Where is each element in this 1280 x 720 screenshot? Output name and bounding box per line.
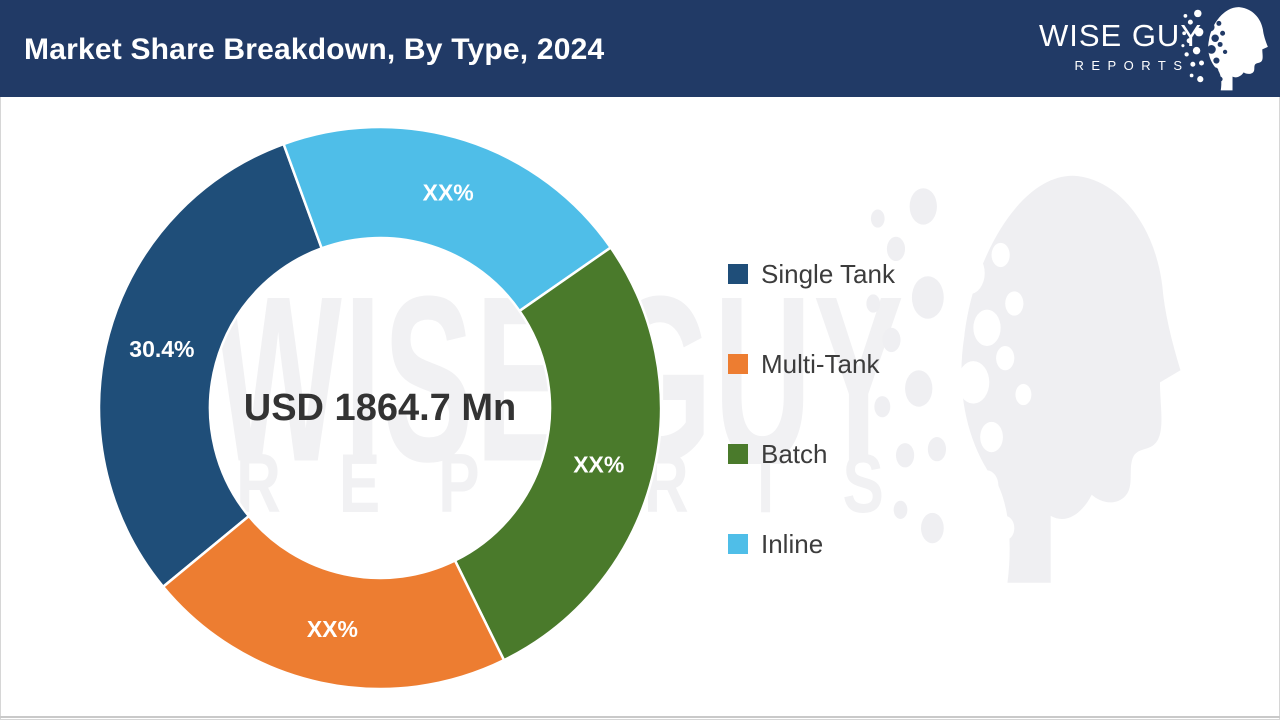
watermark-head-graphic xyxy=(862,175,1181,583)
legend-label: Single Tank xyxy=(761,258,895,289)
head-dot xyxy=(980,421,1003,453)
head-silhouette xyxy=(961,175,1181,583)
legend-item-multi-tank: Multi-Tank xyxy=(728,348,880,379)
segment-label-inline: XX% xyxy=(423,180,474,206)
segment-label-multi-tank: XX% xyxy=(307,616,358,642)
head-dot xyxy=(1211,34,1219,42)
bottom-border xyxy=(0,716,1280,718)
head-dot xyxy=(1220,30,1226,36)
donut-segment-single-tank xyxy=(97,142,323,588)
donut-chart: 30.4% XX% XX% XX% xyxy=(97,125,663,691)
scatter-dot xyxy=(862,356,875,372)
scatter-dot xyxy=(866,294,881,313)
head-dot xyxy=(1005,291,1024,316)
head-dot xyxy=(973,309,1001,346)
head-silhouette xyxy=(1208,7,1268,91)
page-title: Market Share Breakdown, By Type, 2024 xyxy=(24,33,605,66)
segment-label-batch: XX% xyxy=(573,452,624,478)
head-dot xyxy=(1015,383,1032,406)
scatter-dot xyxy=(1181,44,1185,48)
head-dot xyxy=(996,346,1015,371)
scatter-dot xyxy=(895,443,915,468)
legend-swatch-inline xyxy=(728,534,748,554)
head-dot xyxy=(991,242,1010,268)
scatter-dot xyxy=(911,276,944,319)
donut-segment-batch xyxy=(453,246,663,662)
legend-swatch-multi-tank xyxy=(728,354,748,374)
logo-wordmark: WISE GUY xyxy=(1039,18,1202,53)
legend-label: Batch xyxy=(761,438,828,469)
chart-center-value: USD 1864.7 Mn xyxy=(243,387,517,429)
scatter-dot xyxy=(1199,60,1204,66)
head-dot xyxy=(1217,41,1223,47)
dotted-head-profile-icon xyxy=(1181,7,1268,91)
head-dot xyxy=(952,251,985,295)
scatter-dot xyxy=(1189,73,1194,78)
scatter-dot xyxy=(927,437,947,462)
head-dot xyxy=(1217,76,1223,82)
head-dot xyxy=(1207,45,1216,54)
donut-segment-multi-tank xyxy=(161,514,506,691)
legend-label: Inline xyxy=(761,528,824,559)
legend-label: Multi-Tank xyxy=(761,348,880,379)
segment-label-single-tank: 30.4% xyxy=(129,336,194,362)
head-dot xyxy=(1212,67,1219,74)
scatter-dot xyxy=(909,188,937,225)
scatter-dot xyxy=(1192,46,1201,55)
legend-item-inline: Inline xyxy=(728,528,824,559)
donut-segment-inline xyxy=(282,125,612,313)
chart-legend: Single Tank Multi-Tank Batch Inline xyxy=(728,0,1048,720)
scatter-dot xyxy=(921,512,944,544)
scatter-dot xyxy=(886,236,906,262)
scatter-dot xyxy=(905,370,933,407)
scatter-dot xyxy=(1194,27,1204,37)
legend-item-single-tank: Single Tank xyxy=(728,258,895,289)
scatter-dot xyxy=(1184,52,1189,57)
scatter-dot xyxy=(1190,61,1196,67)
scatter-dot xyxy=(1194,9,1202,18)
scatter-dot xyxy=(1182,31,1187,36)
head-dot xyxy=(1218,7,1225,15)
scatter-dot xyxy=(1186,38,1192,44)
header-bar: Market Share Breakdown, By Type, 2024 WI… xyxy=(0,0,1280,97)
legend-item-batch: Batch xyxy=(728,438,828,469)
head-dot xyxy=(1205,22,1215,32)
legend-swatch-batch xyxy=(728,444,748,464)
wise-guy-reports-logo: WISE GUY REPORTS xyxy=(1039,7,1268,91)
head-dot xyxy=(996,515,1015,541)
scatter-dot xyxy=(893,500,908,519)
head-dot xyxy=(1213,57,1220,64)
head-dot xyxy=(968,200,997,237)
head-dot xyxy=(1210,12,1218,20)
head-dot xyxy=(975,470,999,501)
legend-swatch-single-tank xyxy=(728,264,748,284)
head-dot xyxy=(998,179,1022,210)
logo-subtext: REPORTS xyxy=(1074,58,1189,73)
head-dot xyxy=(1216,20,1222,26)
scatter-dot xyxy=(870,209,885,228)
scatter-dot xyxy=(1183,14,1188,18)
head-dot xyxy=(957,361,990,404)
scatter-dot xyxy=(882,327,901,353)
scatter-dot xyxy=(874,396,891,418)
head-dot xyxy=(1222,49,1228,55)
scatter-dot xyxy=(1187,19,1193,25)
scatter-dot xyxy=(1197,76,1204,83)
